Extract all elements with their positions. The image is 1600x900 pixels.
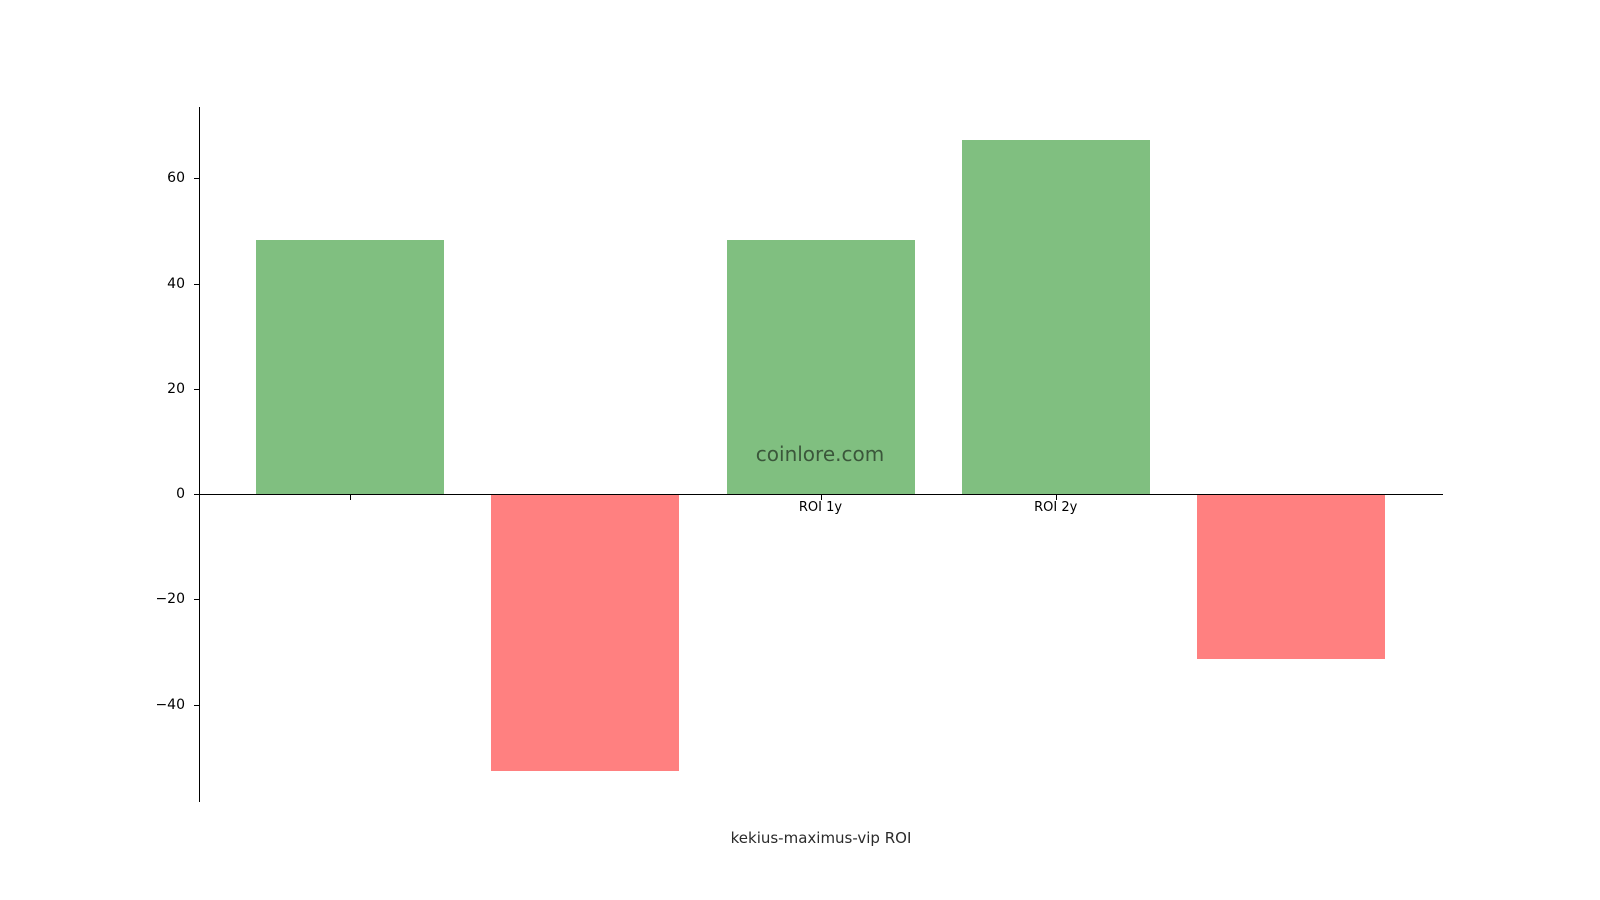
y-tick-mark xyxy=(194,283,199,285)
bar-series-2[interactable] xyxy=(491,494,680,772)
y-tick-label: 20 xyxy=(167,380,185,397)
bar-series-1[interactable] xyxy=(256,239,444,494)
x-tick-label: ROI 2y xyxy=(1034,500,1078,515)
y-tick-mark xyxy=(194,704,199,706)
y-tick-mark xyxy=(194,599,199,601)
y-tick-mark xyxy=(194,494,199,495)
x-tick-mark xyxy=(820,495,822,500)
bar-roi-1y[interactable] xyxy=(726,239,915,494)
x-tick-label: ROI 1y xyxy=(798,500,843,515)
y-tick-mark xyxy=(194,388,199,390)
bar-roi-2y[interactable] xyxy=(961,140,1150,494)
chart-xlabel: kekius-maximus-vip ROI xyxy=(730,829,912,847)
bar-series-5[interactable] xyxy=(1197,494,1385,660)
y-tick-label: 0 xyxy=(176,486,185,502)
y-axis-spine xyxy=(199,107,200,802)
watermark: coinlore.com xyxy=(755,442,885,466)
y-tick-label: −40 xyxy=(155,696,185,713)
y-tick-label: 60 xyxy=(167,170,185,187)
y-tick-label: 40 xyxy=(167,275,185,292)
x-tick-mark xyxy=(350,495,351,500)
y-tick-label: −20 xyxy=(155,591,185,608)
y-tick-mark xyxy=(194,178,199,180)
x-tick-mark xyxy=(1055,495,1057,500)
x-axis-zero-line xyxy=(199,494,1443,495)
